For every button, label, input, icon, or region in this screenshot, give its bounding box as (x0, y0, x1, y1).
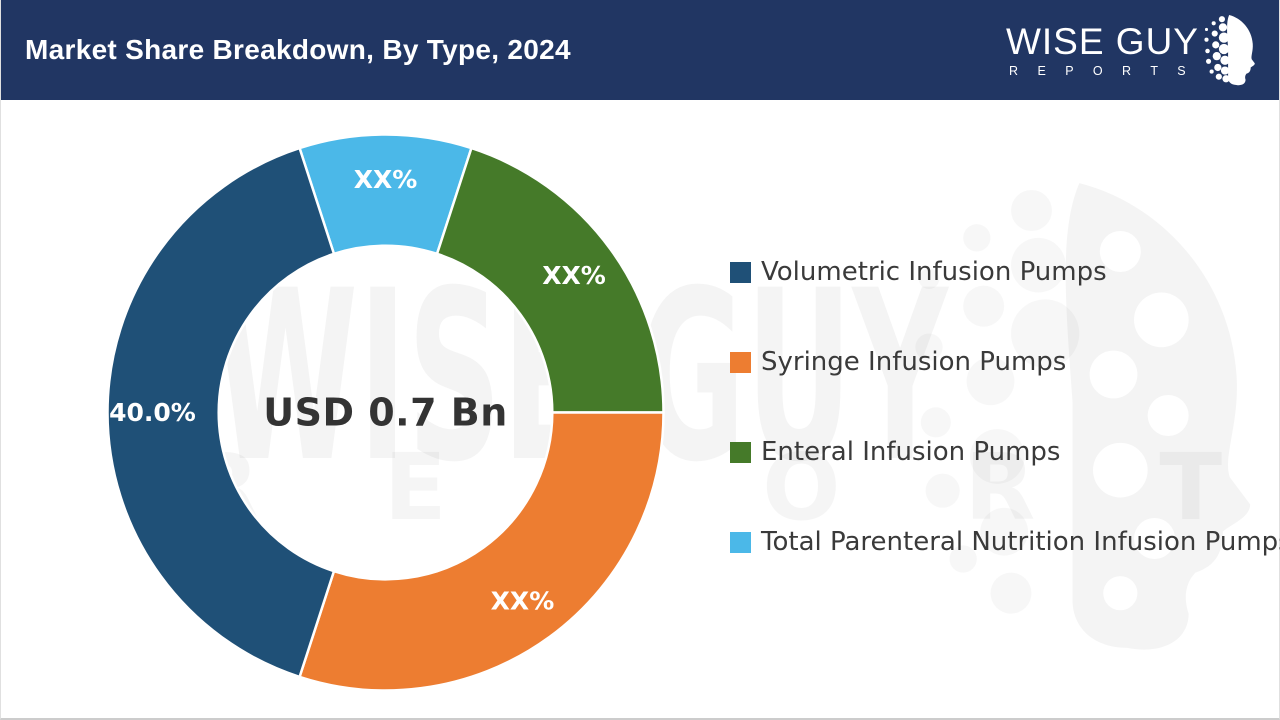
chart-legend: Volumetric Infusion Pumps Syringe Infusi… (730, 258, 1280, 556)
legend-label: Volumetric Infusion Pumps (761, 257, 1107, 287)
logo-wordmark-sub: R E P O R T S (1008, 63, 1194, 78)
legend-item: Syringe Infusion Pumps (730, 348, 1280, 376)
legend-item: Total Parenteral Nutrition Infusion Pump… (730, 528, 1280, 556)
legend-swatch (730, 351, 751, 373)
donut-chart: XX% XX% XX% 40.0% USD 0.7 Bn (106, 133, 665, 692)
header-bar: Market Share Breakdown, By Type, 2024 WI… (1, 0, 1279, 100)
slice-percent-label: XX% (491, 587, 555, 616)
donut-center-value: USD 0.7 Bn (263, 391, 508, 435)
page-title: Market Share Breakdown, By Type, 2024 (25, 34, 571, 65)
logo-wordmark-main: WISE GUY (1005, 20, 1199, 62)
legend-label: Syringe Infusion Pumps (761, 347, 1067, 377)
slice-percent-label: XX% (542, 261, 606, 290)
legend-swatch (730, 441, 751, 463)
legend-label: Total Parenteral Nutrition Infusion Pump… (761, 527, 1280, 557)
legend-item: Volumetric Infusion Pumps (730, 258, 1280, 286)
donut-slice (106, 146, 336, 679)
legend-swatch (730, 261, 751, 283)
logo-wordmark: WISE GUY R E P O R T S (1006, 23, 1199, 78)
donut-slice (435, 146, 665, 414)
legend-swatch (730, 531, 751, 553)
slice-percent-label: 40.0% (109, 398, 196, 427)
slice-percent-label: XX% (354, 165, 418, 194)
legend-item: Enteral Infusion Pumps (730, 438, 1280, 466)
logo-face-icon (1204, 15, 1255, 86)
legend-label: Enteral Infusion Pumps (761, 437, 1061, 467)
chart-area: WISE GUY R E P O R T S XX%XX%XX%40.0%USD… (1, 100, 1280, 718)
donut-slice (298, 411, 665, 692)
wise-guy-logo: WISE GUY R E P O R T S (1006, 13, 1257, 87)
